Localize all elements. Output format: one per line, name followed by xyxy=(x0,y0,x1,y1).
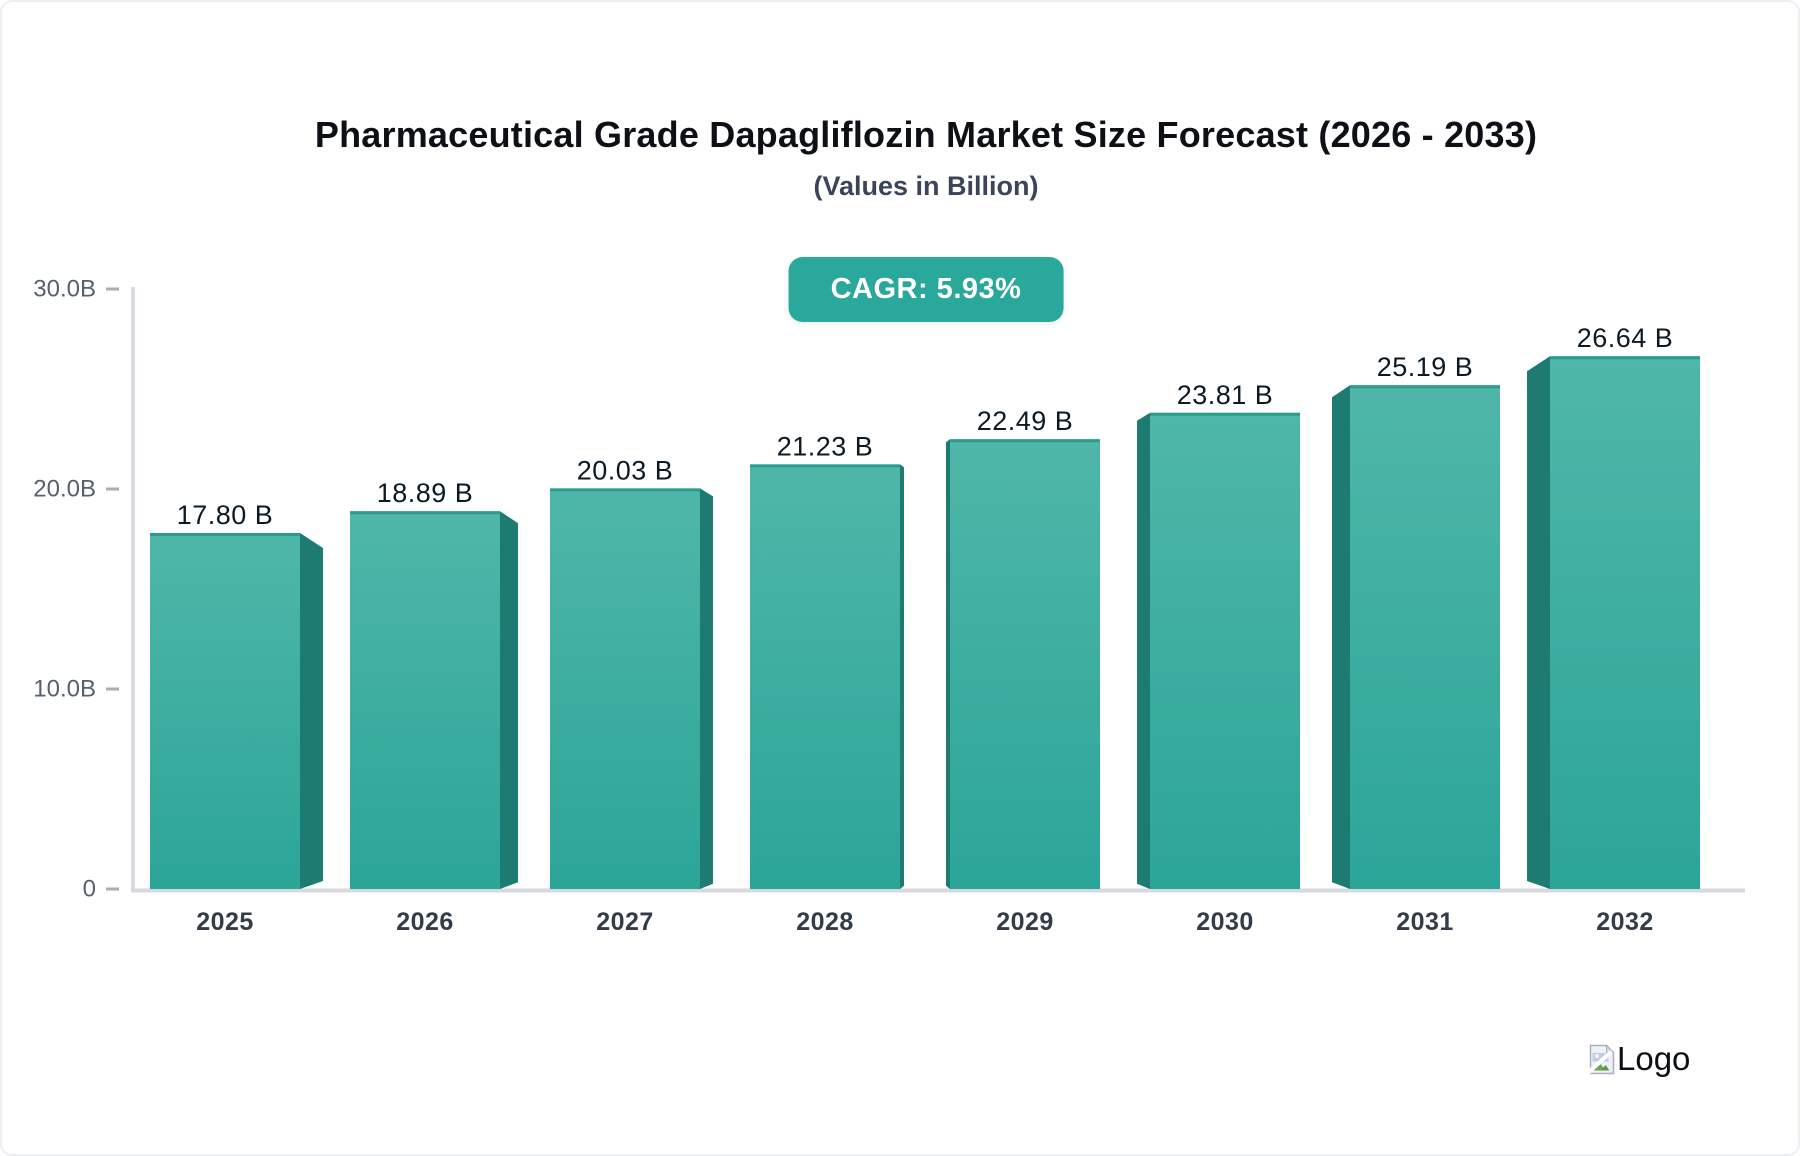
bar-value-label: 25.19 B xyxy=(1377,352,1474,382)
bar-value-label: 21.23 B xyxy=(777,431,874,461)
x-axis-category-label: 2029 xyxy=(996,908,1054,936)
x-axis-category-label: 2030 xyxy=(1196,908,1254,936)
bar xyxy=(150,533,300,889)
bar-side-face xyxy=(946,439,950,889)
bar xyxy=(950,439,1100,889)
y-axis-tick-label: 20.0B xyxy=(33,476,96,503)
bar-value-label: 20.03 B xyxy=(577,455,674,485)
bar-side-face xyxy=(1527,356,1550,889)
bar xyxy=(350,511,500,889)
bar xyxy=(1550,356,1700,889)
bar-side-face xyxy=(1332,385,1350,889)
bar-side-face xyxy=(1137,412,1150,889)
y-axis-tick-label: 10.0B xyxy=(33,676,96,703)
x-axis-category-label: 2031 xyxy=(1396,908,1454,936)
bar-value-label: 18.89 B xyxy=(377,478,474,508)
y-axis-tick-label: 0 xyxy=(83,876,96,903)
logo: Logo xyxy=(1587,1042,1690,1075)
bar xyxy=(1350,385,1500,889)
bar-value-label: 23.81 B xyxy=(1177,380,1274,410)
bar xyxy=(550,488,700,889)
bar xyxy=(1150,412,1300,889)
x-axis-category-label: 2026 xyxy=(396,908,454,936)
x-axis-category-label: 2028 xyxy=(796,908,854,936)
chart-title: Pharmaceutical Grade Dapagliflozin Marke… xyxy=(314,114,1538,155)
bar-value-label: 17.80 B xyxy=(177,500,274,530)
x-axis-category-label: 2025 xyxy=(196,908,254,936)
cagr-badge-label: CAGR: 5.93% xyxy=(830,273,1022,305)
broken-image-icon xyxy=(1587,1044,1617,1075)
y-axis-tick-label: 30.0B xyxy=(33,276,96,303)
cagr-badge: CAGR: 5.93% xyxy=(788,257,1064,322)
bar-side-face xyxy=(300,533,323,889)
x-axis-category-label: 2027 xyxy=(596,908,654,936)
bar-value-label: 22.49 B xyxy=(977,406,1074,436)
chart-header: Pharmaceutical Grade Dapagliflozin Marke… xyxy=(28,114,1798,202)
bar-side-face xyxy=(500,511,518,889)
bar-value-label: 26.64 B xyxy=(1577,323,1674,353)
chart-subtitle: (Values in Billion) xyxy=(813,171,1039,201)
bar xyxy=(750,464,900,889)
logo-text: Logo xyxy=(1617,1040,1691,1077)
bar-side-face xyxy=(700,488,713,889)
bar-side-face xyxy=(900,464,904,889)
x-axis-category-label: 2032 xyxy=(1596,908,1654,936)
